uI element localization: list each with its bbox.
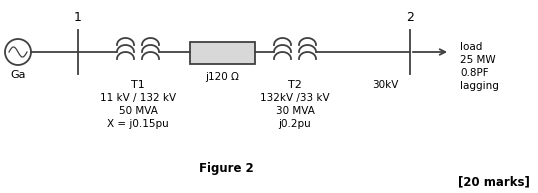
Text: lagging: lagging: [460, 81, 499, 91]
Text: j120 Ω: j120 Ω: [206, 72, 239, 82]
Text: 25 MW: 25 MW: [460, 55, 495, 65]
Text: [20 marks]: [20 marks]: [458, 175, 530, 188]
Text: 11 kV / 132 kV: 11 kV / 132 kV: [100, 93, 176, 103]
Text: 30kV: 30kV: [372, 80, 398, 90]
Text: load: load: [460, 42, 483, 52]
Bar: [190, 42, 255, 64]
Text: 30 MVA: 30 MVA: [275, 106, 314, 116]
Text: 1: 1: [74, 11, 82, 24]
Text: Figure 2: Figure 2: [199, 162, 254, 175]
Text: T1: T1: [131, 80, 145, 90]
Text: j0.2pu: j0.2pu: [279, 119, 312, 129]
Text: 2: 2: [406, 11, 414, 24]
Text: 132kV /33 kV: 132kV /33 kV: [260, 93, 330, 103]
Text: Ga: Ga: [10, 70, 26, 80]
Text: T2: T2: [288, 80, 302, 90]
Text: 50 MVA: 50 MVA: [118, 106, 158, 116]
Text: X = j0.15pu: X = j0.15pu: [107, 119, 169, 129]
Text: 0.8PF: 0.8PF: [460, 68, 489, 78]
